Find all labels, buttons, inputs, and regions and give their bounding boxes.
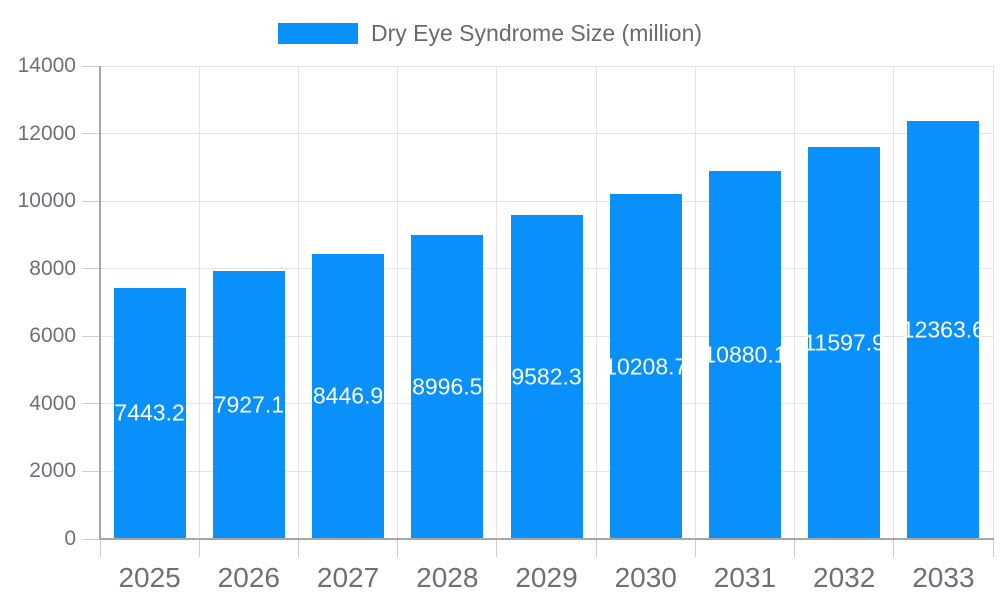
x-axis-tick [694, 539, 696, 557]
y-axis-tick [82, 133, 100, 135]
bar-2026[interactable] [212, 271, 285, 539]
y-axis-label: 12000 [17, 121, 76, 145]
x-axis-label: 2025 [118, 562, 181, 593]
y-axis-tick [82, 335, 100, 337]
bar-value-label: 10880.1 [703, 341, 787, 368]
bar-2031[interactable] [708, 171, 781, 539]
bar-2032[interactable] [808, 147, 881, 539]
y-axis-label: 0 [64, 527, 76, 550]
x-axis-tick [397, 539, 399, 557]
y-axis-tick [82, 65, 100, 67]
x-axis-label: 2032 [813, 562, 876, 593]
x-axis-tick [99, 539, 101, 557]
gridline-vertical [893, 66, 895, 539]
y-axis-label: 8000 [29, 256, 76, 280]
gridline-horizontal [100, 133, 993, 135]
bar-2033[interactable] [907, 121, 980, 539]
x-axis-tick [893, 539, 895, 557]
x-axis-label: 2033 [912, 562, 975, 593]
bar-2029[interactable] [510, 215, 583, 539]
y-axis-tick [82, 470, 100, 472]
y-axis-label: 14000 [17, 54, 76, 77]
bar-value-label: 12363.6 [901, 316, 985, 343]
gridline-horizontal [100, 65, 993, 67]
gridline-horizontal [100, 200, 993, 202]
y-axis-tick [82, 538, 100, 540]
y-axis-tick [82, 200, 100, 202]
bar-2030[interactable] [609, 194, 682, 539]
x-axis-tick [794, 539, 796, 557]
bar-value-label: 7927.1 [213, 391, 285, 418]
bar-value-label: 8446.9 [312, 382, 384, 409]
gridline-vertical [297, 66, 299, 539]
gridline-vertical [496, 66, 498, 539]
x-axis-tick [297, 539, 299, 557]
x-axis-label: 2026 [217, 562, 280, 593]
y-axis-line [99, 66, 101, 540]
x-axis-tick [496, 539, 498, 557]
bar-value-label: 10208.7 [604, 353, 688, 380]
x-axis-label: 2030 [614, 562, 677, 593]
bar-2028[interactable] [411, 235, 484, 539]
legend[interactable]: Dry Eye Syndrome Size (million) [278, 20, 702, 46]
gridline-vertical [198, 66, 200, 539]
gridline-vertical [397, 66, 399, 539]
y-axis-label: 2000 [29, 459, 76, 483]
x-axis-label: 2031 [713, 562, 777, 593]
y-axis-label: 6000 [29, 324, 76, 348]
y-axis-tick [82, 268, 100, 270]
bar-2027[interactable] [312, 253, 385, 539]
y-axis-label: 10000 [17, 189, 76, 213]
bar-value-label: 11597.9 [803, 329, 885, 356]
x-axis-label: 2029 [515, 562, 578, 593]
legend-swatch-icon [278, 22, 358, 44]
gridline-vertical [794, 66, 796, 539]
bar-value-label: 8996.5 [412, 373, 483, 400]
x-axis-tick [992, 539, 994, 557]
bar-2025[interactable] [113, 287, 186, 539]
x-axis-tick [198, 539, 200, 557]
bar-value-label: 9582.3 [511, 363, 582, 390]
x-axis-tick [595, 539, 597, 557]
x-axis-label: 2027 [316, 562, 380, 593]
y-axis-tick [82, 403, 100, 405]
gridline-vertical [992, 66, 994, 539]
x-axis-label: 2028 [416, 562, 479, 593]
gridline-vertical [595, 66, 597, 539]
gridline-vertical [694, 66, 696, 539]
x-axis-line [99, 538, 994, 540]
bar-value-label: 7443.2 [114, 399, 185, 426]
y-axis-label: 4000 [29, 391, 76, 415]
legend-label: Dry Eye Syndrome Size (million) [371, 20, 703, 46]
